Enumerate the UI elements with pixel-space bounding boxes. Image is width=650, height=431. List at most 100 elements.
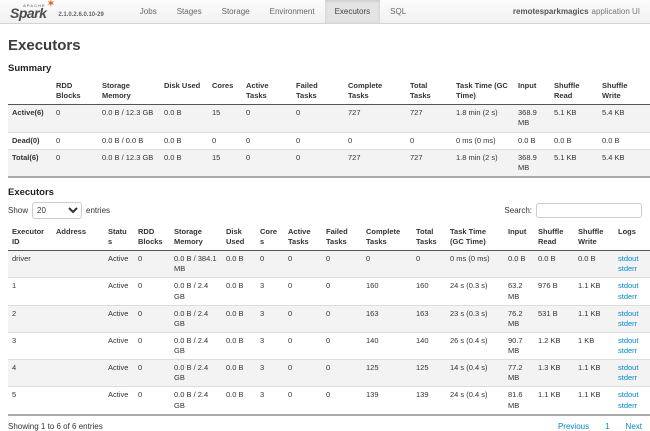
summary-cell: 0 bbox=[348, 135, 353, 145]
summary-cell: 1.8 min (2 s) bbox=[456, 152, 498, 162]
executors-col-header[interactable]: Status bbox=[104, 223, 134, 252]
executors-col-header[interactable]: RDD Blocks bbox=[134, 223, 170, 252]
stdout-link[interactable]: stdout bbox=[618, 335, 639, 345]
executor-row: 2 Active 0 0.0 B / 2.4 GB 0.0 B 3 0 0 163 163 23 s… bbox=[8, 305, 650, 333]
executor-cell: Active bbox=[108, 281, 129, 291]
summary-col-header: Total Tasks bbox=[406, 78, 452, 106]
show-label: Show bbox=[8, 205, 29, 215]
executors-col-header[interactable]: Executor ID bbox=[8, 223, 52, 252]
executors-col-header[interactable]: Logs bbox=[614, 223, 650, 252]
app-name: remotesparkmagics bbox=[512, 7, 589, 16]
executor-cell: 0 bbox=[288, 308, 293, 318]
executor-cell: 1.3 KB bbox=[538, 363, 561, 373]
executors-col-header[interactable]: Shuffle Read bbox=[534, 223, 574, 252]
executor-cell: 0 bbox=[138, 335, 143, 345]
executor-logs-cell: stdout stderr bbox=[614, 278, 650, 305]
pagination-page-1[interactable]: 1 bbox=[605, 421, 610, 431]
stdout-link[interactable]: stdout bbox=[618, 363, 639, 373]
executor-cell: 4 bbox=[12, 363, 17, 373]
executors-col-header[interactable]: Input bbox=[504, 223, 534, 252]
spark-version: 2.1.0.2.6.0.10-29 bbox=[58, 11, 104, 18]
page-length-select[interactable]: 20 bbox=[32, 201, 83, 219]
search-label: Search: bbox=[504, 205, 532, 215]
summary-cell: 0.0 B / 12.3 GB bbox=[102, 152, 154, 162]
executors-heading: Executors bbox=[8, 186, 54, 198]
executor-cell: 2 bbox=[12, 308, 17, 318]
executor-cell: 0 bbox=[326, 254, 331, 264]
pagination: Previous 1 Next bbox=[542, 422, 642, 431]
executor-cell: 163 bbox=[366, 308, 379, 318]
nav-tab-environment[interactable]: Environment bbox=[269, 7, 315, 16]
executor-cell bbox=[52, 251, 104, 278]
table-controls: Show 20 entries Search: bbox=[8, 201, 642, 219]
stderr-link[interactable]: stderr bbox=[618, 346, 638, 355]
summary-cell: 1.8 min (2 s) bbox=[456, 108, 498, 118]
summary-cell: 5.1 KB bbox=[554, 152, 577, 162]
nav-tab-storage[interactable]: Storage bbox=[221, 7, 250, 16]
summary-col-header: RDD Blocks bbox=[52, 78, 98, 106]
summary-cell: 727 bbox=[348, 152, 361, 162]
executors-col-header[interactable]: Storage Memory bbox=[170, 223, 222, 252]
executor-cell: 0 bbox=[366, 254, 371, 264]
executor-cell: 160 bbox=[366, 281, 379, 291]
executor-cell: 3 bbox=[260, 335, 265, 345]
nav-tab-executors[interactable]: Executors bbox=[324, 0, 381, 23]
executor-cell: 0.0 B / 2.4 GB bbox=[174, 281, 209, 301]
executors-col-header[interactable]: Total Tasks bbox=[412, 223, 446, 252]
pagination-next[interactable]: Next bbox=[625, 421, 642, 431]
stderr-link[interactable]: stderr bbox=[618, 373, 638, 383]
executor-cell: 0 bbox=[326, 363, 331, 373]
search-input[interactable] bbox=[536, 202, 642, 218]
executors-col-header[interactable]: Task Time (GC Time) bbox=[446, 223, 504, 252]
entries-info: Showing 1 to 6 of 6 entries bbox=[8, 421, 103, 431]
executor-cell: 77.2 MB bbox=[508, 363, 523, 383]
spark-star-icon: ✶ bbox=[46, 0, 56, 10]
summary-col-header: Storage Memory bbox=[98, 78, 160, 106]
summary-cell: 0 bbox=[246, 152, 251, 162]
stderr-link[interactable]: stderr bbox=[618, 400, 638, 410]
spark-logo[interactable]: APACHE Spark ✶ bbox=[10, 0, 55, 23]
summary-header-row: RDD Blocks Storage Memory Disk Used Cores Ac… bbox=[8, 78, 650, 106]
executor-cell bbox=[52, 332, 104, 359]
stdout-link[interactable]: stdout bbox=[618, 390, 639, 400]
executors-col-header[interactable]: Active Tasks bbox=[284, 223, 322, 252]
pagination-previous[interactable]: Previous bbox=[557, 421, 590, 431]
summary-col-header: Complete Tasks bbox=[344, 78, 406, 106]
executors-col-header[interactable]: Complete Tasks bbox=[362, 223, 412, 252]
executors-col-header[interactable]: Address bbox=[52, 223, 104, 252]
summary-cell: 0 bbox=[246, 108, 251, 118]
nav-tab-jobs[interactable]: Jobs bbox=[139, 7, 157, 16]
executor-cell: 140 bbox=[416, 335, 429, 345]
stderr-link[interactable]: stderr bbox=[618, 291, 638, 301]
executor-cell: 0 ms (0 ms) bbox=[450, 254, 490, 264]
executors-col-header[interactable]: Cores bbox=[256, 223, 284, 252]
executors-col-header[interactable]: Disk Used bbox=[222, 223, 256, 252]
executor-cell: 125 bbox=[416, 363, 429, 373]
executor-cell: 0 bbox=[260, 254, 265, 264]
stdout-link[interactable]: stdout bbox=[618, 308, 639, 318]
executor-cell: 0 bbox=[288, 335, 293, 345]
summary-col-header: Shuffle Write bbox=[598, 78, 650, 106]
summary-cell: 727 bbox=[410, 108, 423, 118]
executor-cell: Active bbox=[108, 335, 129, 345]
stdout-link[interactable]: stdout bbox=[618, 254, 639, 264]
stdout-link[interactable]: stdout bbox=[618, 281, 639, 291]
executor-cell: 0 bbox=[138, 254, 143, 264]
summary-cell: 0 bbox=[212, 135, 217, 145]
executor-row: 4 Active 0 0.0 B / 2.4 GB 0.0 B 3 0 0 125 125 14 s… bbox=[8, 359, 650, 387]
summary-cell: 0 bbox=[56, 152, 61, 162]
entries-label: entries bbox=[86, 205, 111, 215]
executor-cell: 1.1 KB bbox=[578, 363, 601, 373]
executor-cell: 0.0 B bbox=[226, 363, 244, 373]
summary-cell: 727 bbox=[410, 152, 423, 162]
summary-cell: 0.0 B bbox=[164, 152, 182, 162]
executors-col-header[interactable]: Failed Tasks bbox=[322, 223, 362, 252]
stderr-link[interactable]: stderr bbox=[618, 318, 638, 328]
executors-header-row: Executor ID Address Status RDD Blocks Storag… bbox=[8, 223, 650, 252]
executors-col-header[interactable]: Shuffle Write bbox=[574, 223, 614, 252]
executor-cell: 23 s (0.3 s) bbox=[450, 308, 488, 318]
executor-cell: 0.0 B bbox=[508, 254, 526, 264]
stderr-link[interactable]: stderr bbox=[618, 264, 638, 274]
nav-tab-sql[interactable]: SQL bbox=[390, 7, 407, 16]
nav-tab-stages[interactable]: Stages bbox=[176, 7, 202, 16]
